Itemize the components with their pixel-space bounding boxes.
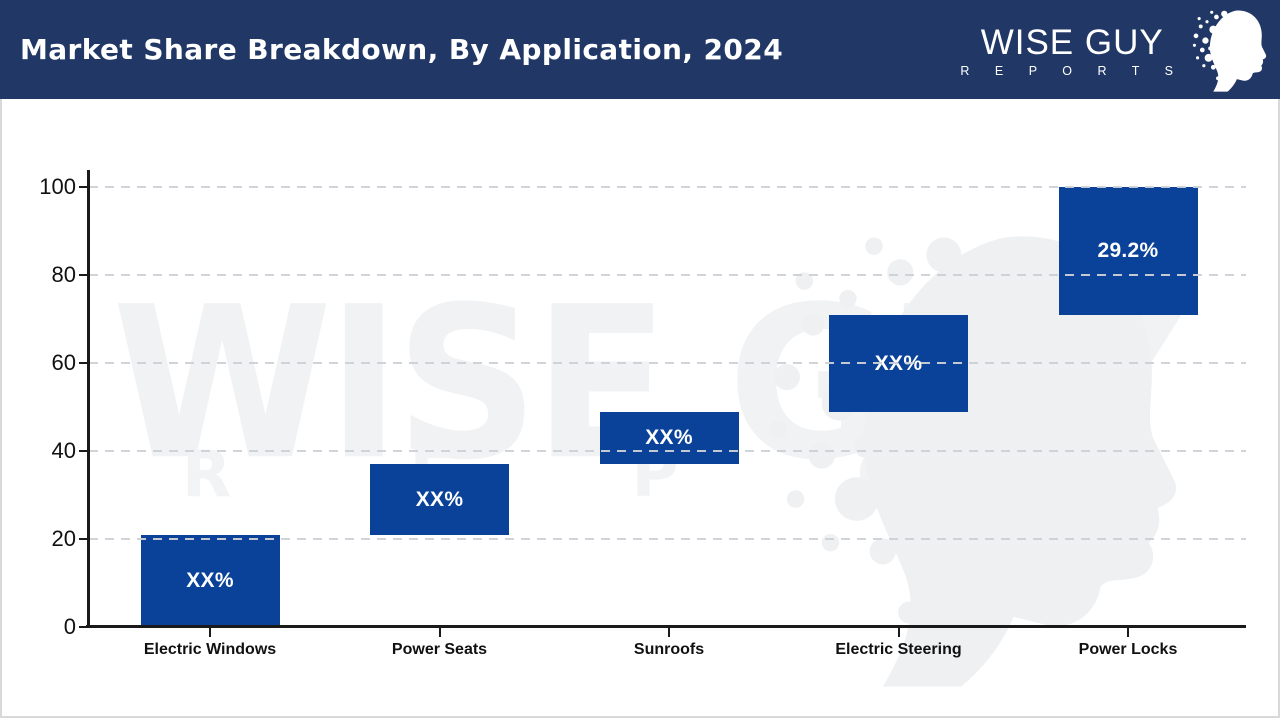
gridline: [89, 538, 1246, 540]
y-tick-mark: [79, 538, 88, 540]
x-tick-mark: [209, 628, 211, 637]
x-tick-mark: [897, 628, 900, 637]
x-category-label: Power Seats: [391, 641, 488, 658]
y-tick-label: 40: [51, 438, 76, 463]
bar: 29.2%: [1058, 187, 1198, 316]
page-title: Market Share Breakdown, By Application, …: [20, 33, 784, 66]
logo-tagline: R E P O R T S: [960, 63, 1184, 78]
y-tick-label: 100: [39, 174, 76, 199]
x-tick-mark: [438, 628, 441, 637]
bar-label: XX%: [186, 569, 234, 593]
y-tick-mark: [79, 626, 88, 628]
logo-name: WISE GUY: [980, 22, 1164, 62]
wiseguy-logo: WISE GUY R E P O R T S: [960, 6, 1272, 94]
y-axis-line: [87, 170, 90, 628]
x-category-label: Sunroofs: [633, 641, 705, 658]
frame-left: [0, 99, 2, 717]
y-tick-mark: [79, 186, 88, 188]
x-axis-line: [86, 625, 1246, 628]
gridline: [89, 450, 1246, 452]
wiseguy-head-icon: [1186, 6, 1272, 94]
y-tick-mark: [79, 274, 88, 276]
bar-label: XX%: [415, 487, 464, 511]
gridline: [89, 362, 1246, 364]
y-tick-mark: [79, 362, 88, 364]
gridline: [89, 186, 1246, 188]
frame-right: [1278, 99, 1280, 717]
y-tick-label: 60: [51, 350, 76, 375]
y-tick-label: 0: [63, 614, 76, 639]
x-tick-mark: [668, 628, 670, 637]
frame-bottom: [0, 716, 1280, 718]
y-tick-label: 80: [51, 262, 76, 287]
y-tick-mark: [79, 450, 88, 452]
bar: XX%: [370, 464, 509, 536]
gridline: [89, 274, 1246, 276]
y-tick-label: 20: [51, 526, 76, 551]
bar: XX%: [599, 411, 739, 465]
bar-label: XX%: [645, 426, 693, 449]
x-tick-mark: [1127, 628, 1129, 637]
bar-label: 29.2%: [1097, 239, 1159, 263]
header-bar: Market Share Breakdown, By Application, …: [0, 0, 1280, 99]
x-category-label: Electric Steering: [835, 641, 962, 658]
bar: XX%: [140, 535, 280, 627]
x-category-label: Power Locks: [1078, 641, 1178, 658]
x-category-label: Electric Windows: [143, 641, 277, 658]
